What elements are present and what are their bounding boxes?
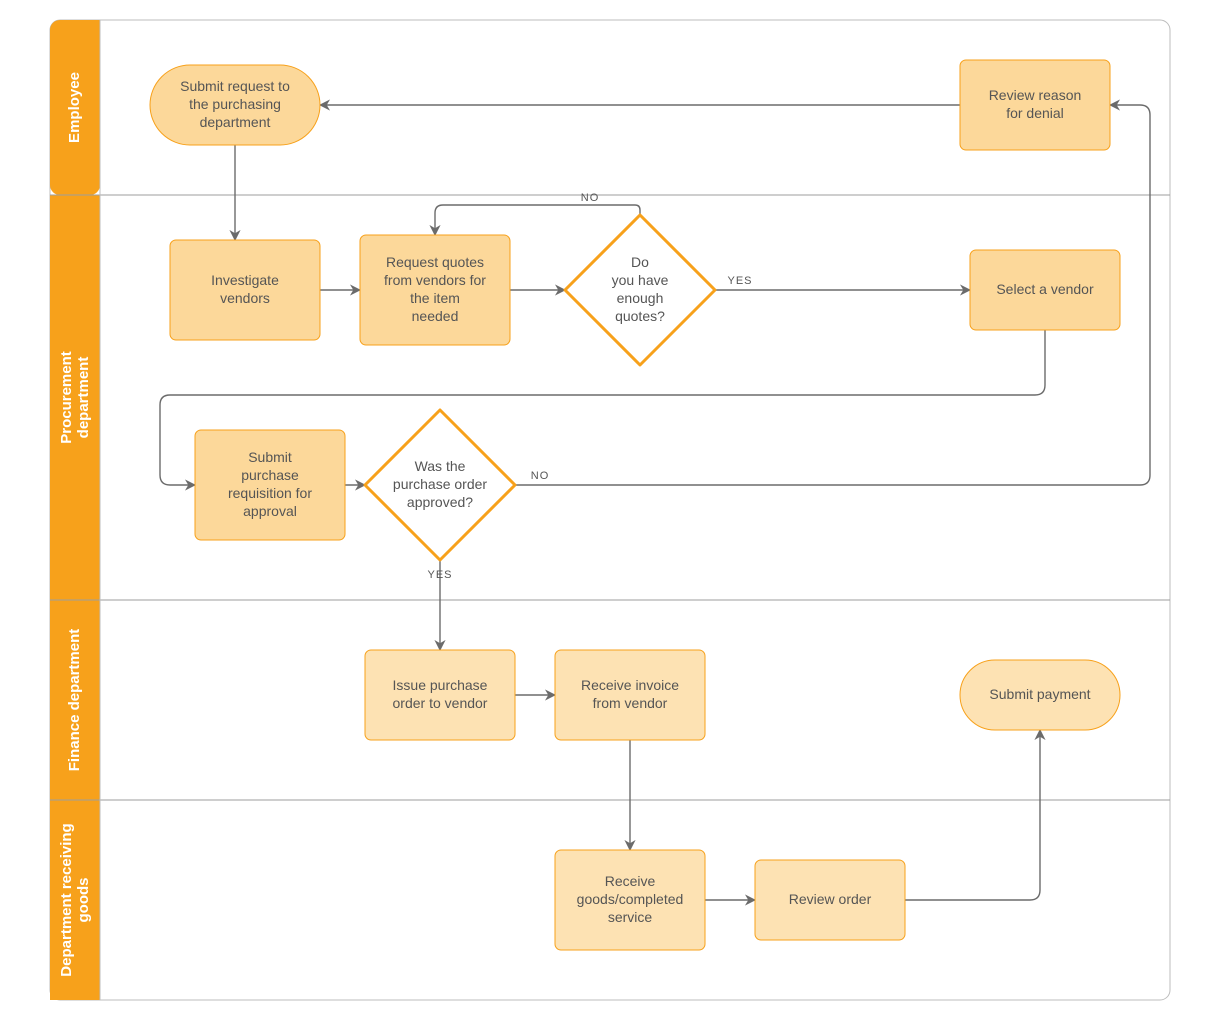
node-label-submit_payment: Submit payment — [989, 686, 1090, 702]
lane-label-employee: Employee — [66, 72, 83, 143]
lane-label-procurement: Procurementdepartment — [58, 351, 92, 444]
nodes: Submit request tothe purchasingdepartmen… — [150, 60, 1120, 950]
edge-label-e5: YES — [727, 275, 752, 287]
node-label-review_order: Review order — [789, 891, 872, 907]
node-label-select_vendor: Select a vendor — [996, 281, 1094, 297]
edge-label-e9: NO — [531, 470, 550, 482]
edge-label-e10: YES — [427, 569, 452, 581]
edge-e6 — [435, 205, 640, 235]
lane-label-finance: Finance department — [66, 629, 83, 772]
edge-e14 — [905, 730, 1040, 900]
flowchart-stage: Employee Procurementdepartment Finance dep… — [0, 0, 1214, 1023]
edge-label-e6: NO — [581, 192, 600, 204]
